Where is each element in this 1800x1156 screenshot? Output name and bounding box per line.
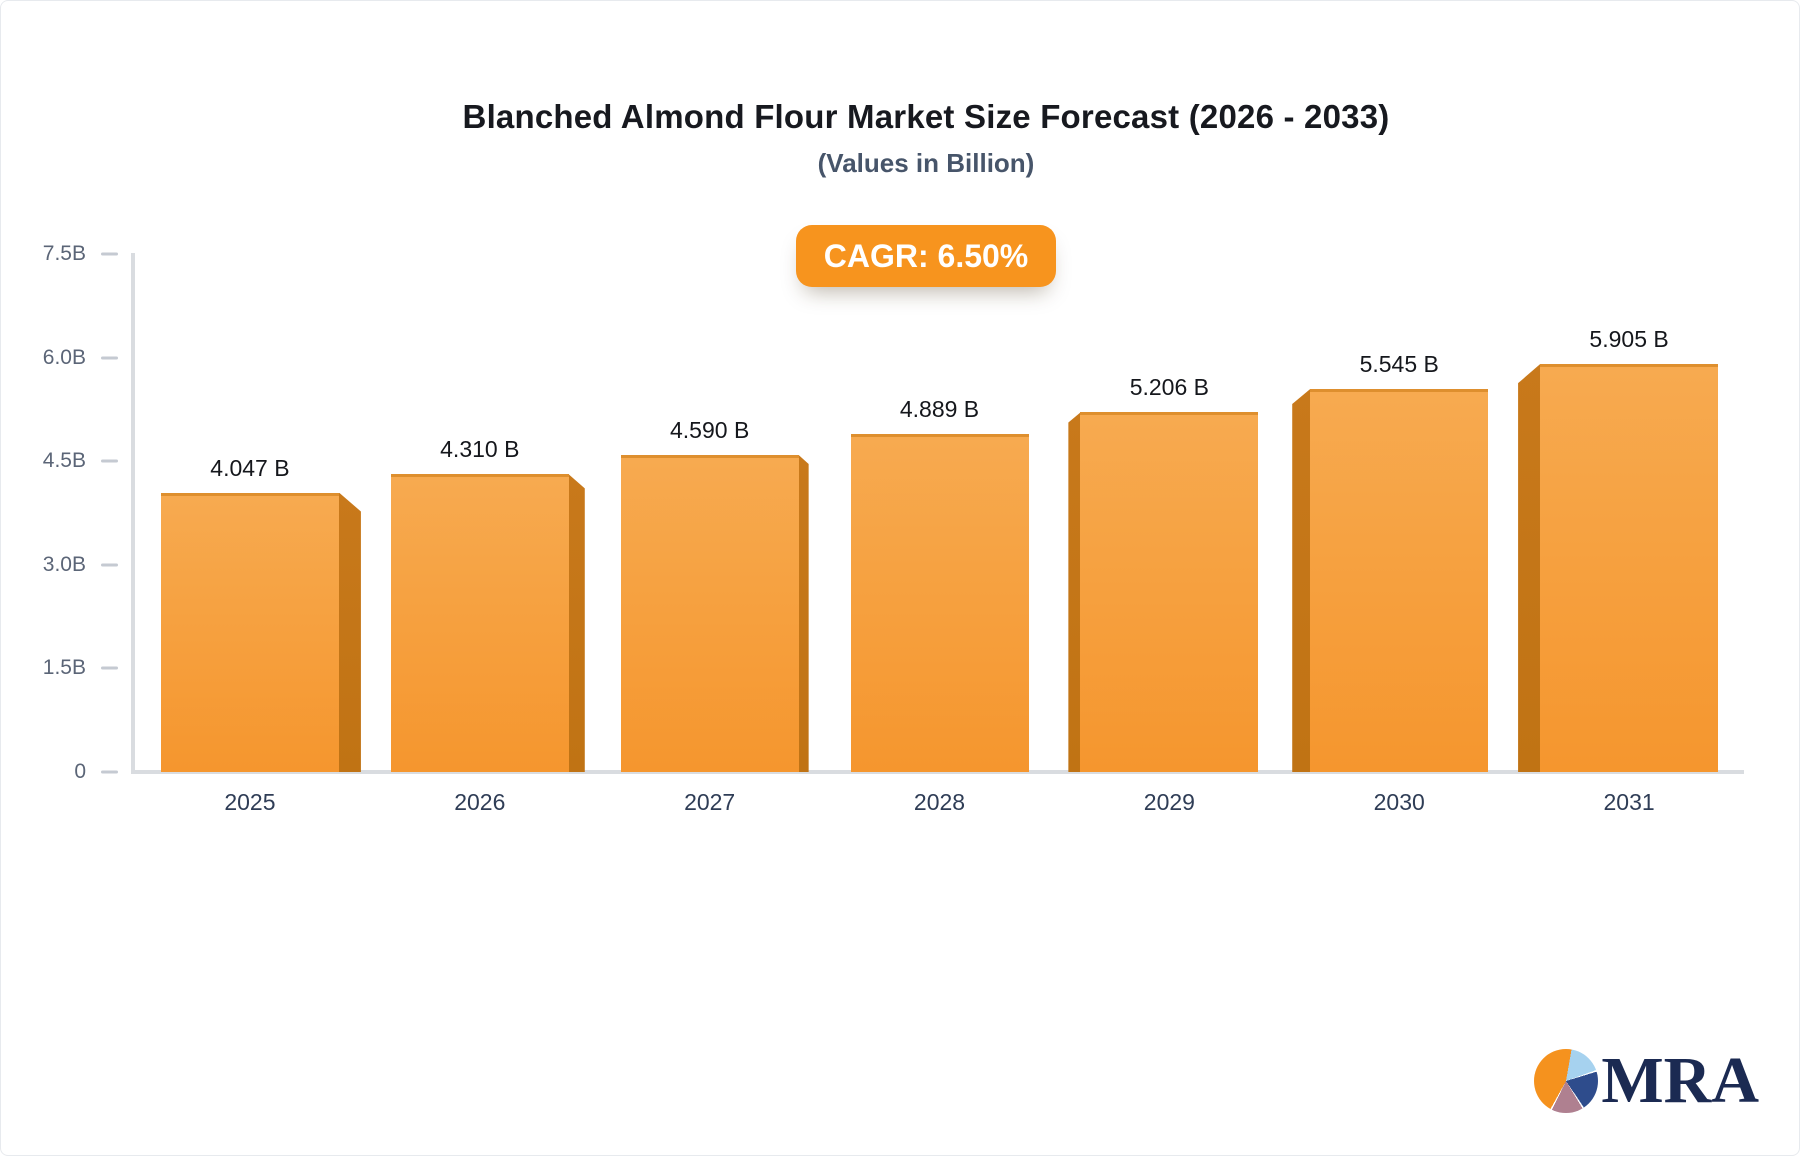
bars-row: 4.047 B 2025 4.310 B 2026 4.590 B 2027 4.889 B… — [135, 254, 1744, 815]
brand-logo-text: MRA — [1601, 1044, 1759, 1117]
y-axis-tick-mark — [101, 356, 118, 360]
y-axis-tick-mark — [101, 459, 118, 463]
x-axis-label: 2026 — [454, 789, 506, 815]
bar-value-label: 4.047 B — [210, 454, 290, 481]
y-axis-tick-mark — [101, 770, 118, 774]
bar-group: 4.889 B 2028 — [825, 254, 1055, 815]
bar-group: 4.047 B 2025 — [135, 254, 365, 815]
pie-chart-icon — [1534, 1049, 1599, 1113]
bar-group: 5.545 B 2030 — [1284, 254, 1514, 815]
x-axis-label: 2029 — [1143, 789, 1195, 815]
y-axis-tick-label: 3.0B — [42, 552, 86, 576]
bar-value-label: 5.545 B — [1359, 351, 1439, 378]
x-axis-label: 2025 — [224, 789, 276, 815]
x-axis-label: 2027 — [684, 789, 736, 815]
bar-side-face — [1292, 389, 1311, 772]
brand-logo: MRA — [1534, 1044, 1759, 1117]
bar[interactable] — [850, 434, 1029, 772]
bar-side-face — [1068, 412, 1081, 772]
chart-title: Blanched Almond Flour Market Size Foreca… — [462, 98, 1390, 135]
bar-value-label: 5.206 B — [1129, 374, 1210, 401]
x-axis-label: 2028 — [913, 789, 966, 815]
bar[interactable] — [1080, 412, 1259, 772]
y-axis-tick-label: 6.0B — [42, 345, 86, 369]
y-axis-tick-label: 0 — [74, 760, 86, 783]
bar-group: 5.206 B 2029 — [1054, 254, 1284, 815]
y-axis-tick-mark — [101, 252, 118, 256]
bar-side-face — [1518, 364, 1541, 772]
bar-side-face — [338, 492, 361, 772]
bar-group: 4.310 B 2026 — [365, 254, 595, 815]
chart-subtitle: (Values in Billion) — [817, 148, 1035, 178]
y-axis-tick-label: 4.5B — [42, 449, 86, 473]
y-axis: 7.5B 6.0B 4.5B 3.0B 1.5B 0 — [1, 242, 135, 783]
y-axis-tick-mark — [101, 666, 118, 670]
y-axis-tick-label: 1.5B — [42, 656, 86, 680]
bar[interactable] — [620, 454, 799, 772]
bar[interactable] — [390, 474, 569, 772]
bar-value-label: 4.889 B — [899, 396, 980, 423]
bar-value-label: 4.310 B — [440, 436, 520, 463]
bar-group: 5.905 B 2031 — [1514, 254, 1744, 815]
bar-value-label: 4.590 B — [669, 416, 750, 443]
bar-side-face — [798, 454, 809, 772]
bar[interactable] — [160, 492, 339, 772]
x-axis-label: 2030 — [1373, 789, 1425, 815]
bar[interactable] — [1310, 389, 1489, 772]
chart-header: Blanched Almond Flour Market Size Foreca… — [51, 97, 1799, 287]
x-axis-line — [131, 770, 1744, 774]
x-axis-label: 2031 — [1603, 789, 1655, 815]
y-axis-line — [131, 253, 135, 772]
y-axis-tick-label: 7.5B — [42, 242, 86, 265]
bar-side-face — [568, 474, 585, 772]
bar-value-label: 5.905 B — [1589, 326, 1669, 353]
bar-group: 4.590 B 2027 — [595, 254, 825, 815]
bar[interactable] — [1540, 364, 1719, 772]
y-axis-tick-mark — [101, 563, 118, 567]
cagr-badge: CAGR: 6.50% — [795, 225, 1057, 287]
